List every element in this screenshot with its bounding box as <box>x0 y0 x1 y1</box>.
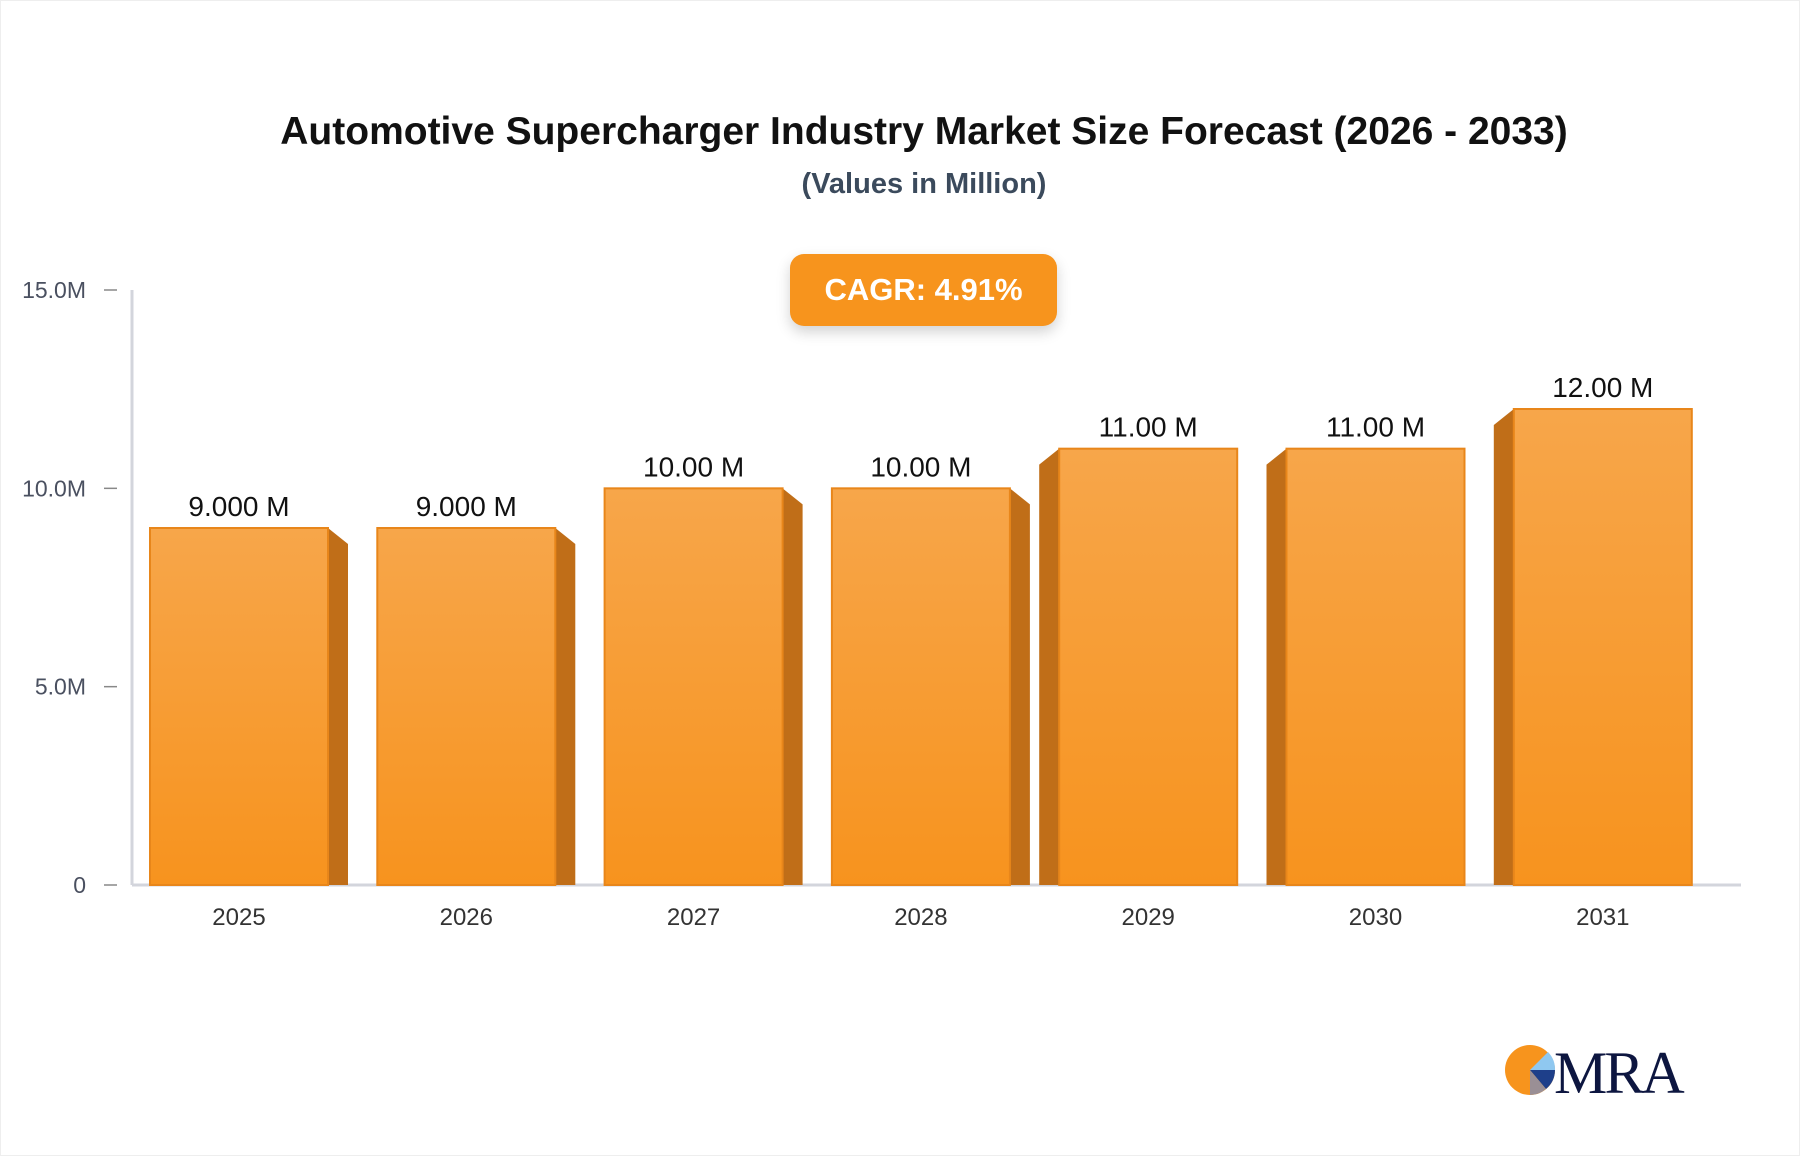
bar <box>603 487 784 886</box>
data-label: 10.00 M <box>870 451 971 482</box>
x-tick-label: 2028 <box>894 904 947 931</box>
data-label: 9.000 M <box>188 491 289 522</box>
bar-side <box>1493 409 1514 885</box>
bar <box>1512 408 1693 886</box>
bar-side <box>1009 488 1030 885</box>
y-tick-label: 5.0M <box>35 674 86 700</box>
bar-side <box>782 488 803 885</box>
data-label: 11.00 M <box>1326 412 1425 443</box>
chart-subtitle: (Values in Million) <box>801 168 1047 200</box>
data-label: 12.00 M <box>1552 372 1653 403</box>
chart-title: Automotive Supercharger Industry Market … <box>280 110 1568 153</box>
bar <box>149 527 329 886</box>
x-tick-label: 2029 <box>1122 904 1175 931</box>
x-tick-label: 2027 <box>667 904 720 931</box>
x-tick-label: 2030 <box>1349 904 1402 931</box>
bar <box>1285 447 1466 886</box>
bar <box>1058 447 1239 886</box>
data-label: 9.000 M <box>416 491 517 522</box>
bar-side <box>555 528 576 885</box>
bar <box>830 487 1011 886</box>
y-tick-label: 10.0M <box>22 475 86 501</box>
cagr-badge: CAGR: 4.91% <box>790 254 1057 326</box>
x-tick-label: 2031 <box>1576 904 1629 931</box>
bar-side <box>328 528 348 885</box>
y-tick-label: 15.0M <box>22 277 86 303</box>
mra-logo: MRA <box>1505 1040 1687 1100</box>
x-tick-label: 2026 <box>440 904 493 931</box>
data-label: 11.00 M <box>1099 412 1198 443</box>
bar <box>376 527 557 886</box>
y-tick-label: 0 <box>73 872 86 898</box>
x-tick-label: 2025 <box>212 904 265 931</box>
bar-side <box>1266 448 1287 885</box>
bar-side <box>1039 448 1060 885</box>
data-label: 10.00 M <box>643 451 744 482</box>
svg-text:MRA: MRA <box>1554 1040 1684 1100</box>
